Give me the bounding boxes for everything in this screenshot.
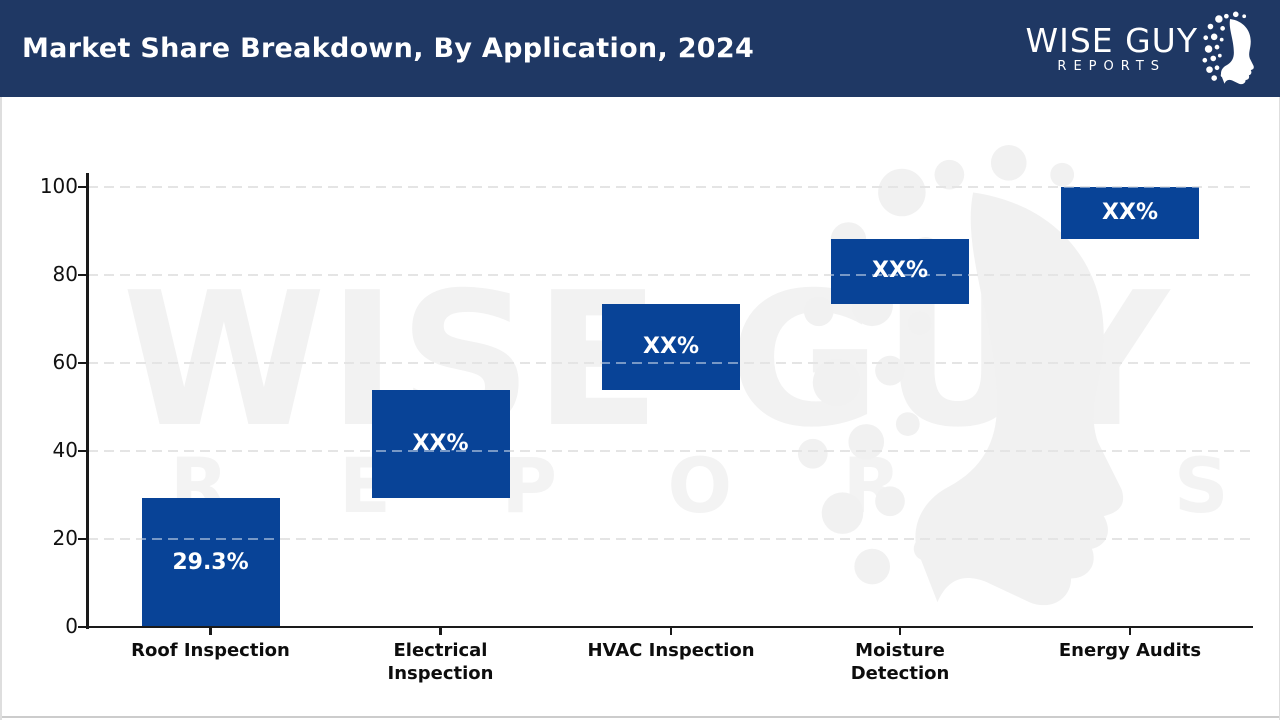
bar-label-electrical-inspection: XX% bbox=[412, 430, 469, 456]
logo-subtext: REPORTS bbox=[1057, 59, 1167, 74]
y-tick-mark bbox=[78, 185, 86, 189]
x-tick-label: HVAC Inspection bbox=[587, 640, 755, 661]
y-tick-mark bbox=[78, 273, 86, 277]
y-tick-mark bbox=[78, 361, 86, 365]
x-tick-mark bbox=[669, 628, 673, 635]
x-tick-label: Moisture Detection bbox=[850, 640, 950, 684]
logo-wordmark-block: WISE GUY REPORTS bbox=[1025, 24, 1198, 73]
x-tick-label: Roof Inspection bbox=[131, 640, 290, 661]
x-tick-mark bbox=[209, 628, 212, 635]
header-bar: Market Share Breakdown, By Application, … bbox=[0, 0, 1280, 97]
bar-label-roof-inspection: 29.3% bbox=[172, 549, 249, 575]
x-tick-label: Energy Audits bbox=[1058, 640, 1202, 661]
y-axis-line bbox=[86, 173, 89, 629]
x-tick-mark bbox=[1128, 628, 1132, 635]
bar-moisture-detection bbox=[831, 238, 969, 304]
gridline bbox=[88, 538, 1253, 540]
bar-energy-audits bbox=[1061, 187, 1199, 239]
gridline bbox=[88, 274, 1253, 276]
x-tick-label: Electrical Inspection bbox=[387, 640, 494, 684]
gridline-overlay bbox=[88, 274, 1253, 276]
gridline-overlay bbox=[88, 450, 1253, 452]
bar-hvac-inspection bbox=[602, 303, 740, 390]
x-axis-line bbox=[86, 625, 1253, 629]
gridline-overlay bbox=[88, 362, 1253, 364]
x-tick-mark bbox=[439, 628, 442, 635]
y-tick-label: 100 bbox=[39, 174, 78, 198]
right-border-line bbox=[1278, 97, 1280, 720]
bar-label-hvac-inspection: XX% bbox=[643, 333, 699, 359]
bar-electrical-inspection bbox=[371, 389, 510, 499]
page-title: Market Share Breakdown, By Application, … bbox=[22, 33, 755, 64]
bar-label-moisture-detection: XX% bbox=[872, 258, 928, 284]
y-tick-label: 0 bbox=[65, 614, 78, 638]
left-border-line bbox=[0, 97, 2, 720]
x-tick-mark bbox=[898, 628, 902, 635]
y-tick-label: 20 bbox=[52, 526, 78, 550]
y-tick-mark bbox=[78, 449, 86, 453]
logo-wordmark: WISE GUY bbox=[1025, 21, 1198, 60]
y-tick-label: 40 bbox=[52, 438, 78, 462]
wiseguy-logo: WISE GUY REPORTS bbox=[1025, 10, 1262, 88]
gridline-overlay bbox=[88, 538, 1253, 540]
gridline bbox=[88, 186, 1253, 188]
y-tick-label: 80 bbox=[52, 262, 78, 286]
gridline bbox=[88, 450, 1253, 452]
y-tick-mark bbox=[78, 537, 86, 541]
y-tick-mark bbox=[78, 625, 86, 629]
gridline-overlay bbox=[88, 186, 1253, 188]
bar-label-energy-audits: XX% bbox=[1102, 199, 1158, 225]
bottom-border-line bbox=[0, 716, 1280, 718]
y-tick-label: 60 bbox=[52, 350, 78, 374]
face-dots-icon bbox=[1202, 11, 1254, 84]
bar-roof-inspection bbox=[141, 498, 280, 627]
